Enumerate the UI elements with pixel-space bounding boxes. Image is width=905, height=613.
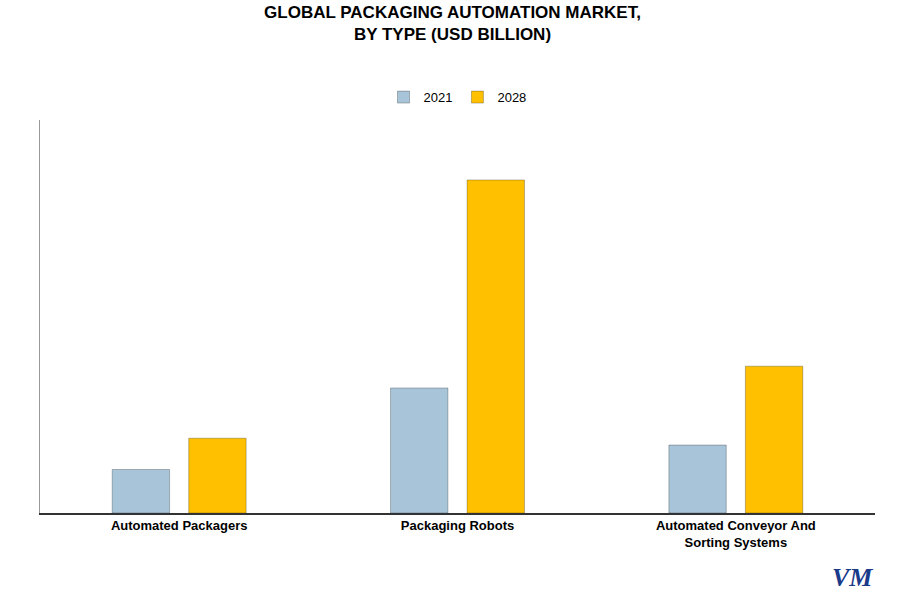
svg-text:GLOBAL PACKAGING AUTOMATION MA: GLOBAL PACKAGING AUTOMATION MARKET,BY TY… (264, 3, 641, 44)
svg-text:Packaging Robots: Packaging Robots (401, 518, 514, 533)
svg-text:2028: 2028 (497, 90, 526, 105)
svg-text:Automated Conveyor AndSorting: Automated Conveyor AndSorting Systems (656, 518, 816, 550)
svg-text:2021: 2021 (424, 90, 453, 105)
svg-text:VM: VM (832, 563, 873, 592)
svg-text:Automated Packagers: Automated Packagers (111, 518, 248, 533)
